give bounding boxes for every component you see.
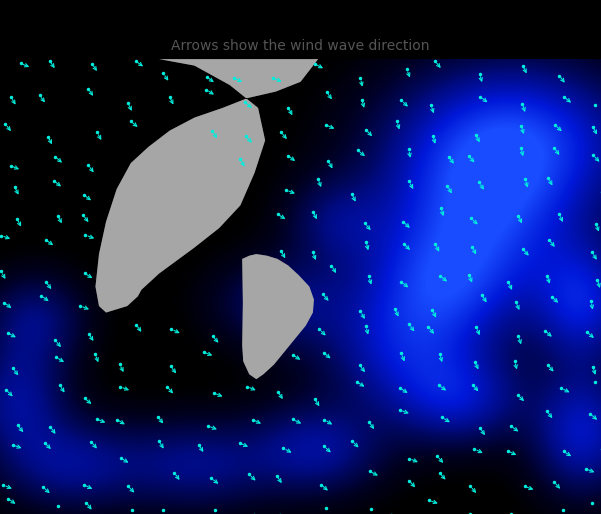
Text: Secondary Swell energy on Wednesday 19 Mar at 11pm +05: Secondary Swell energy on Wednesday 19 M… [0, 10, 601, 28]
Polygon shape [96, 59, 318, 313]
Polygon shape [96, 59, 318, 313]
Text: Arrows show the wind wave direction: Arrows show the wind wave direction [171, 39, 430, 53]
Polygon shape [242, 254, 314, 379]
Polygon shape [242, 254, 314, 379]
